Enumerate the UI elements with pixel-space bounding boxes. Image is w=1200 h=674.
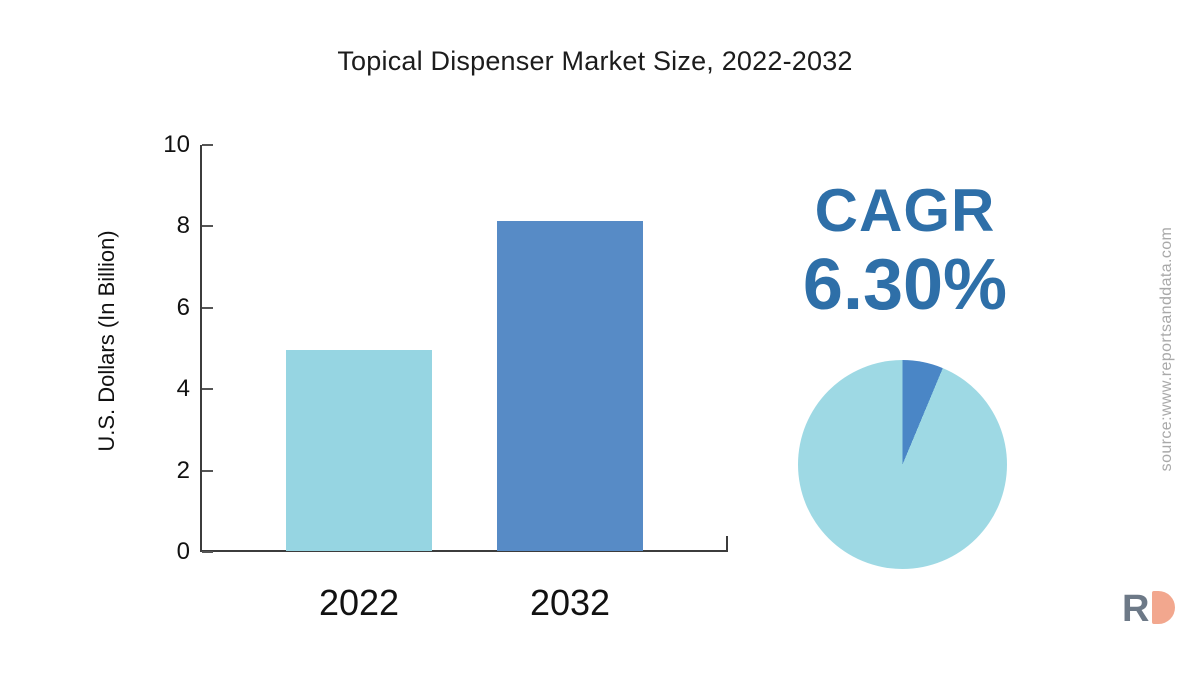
x-axis-end-tick [726, 536, 728, 552]
x-axis-line [200, 550, 728, 552]
x-tick-label-2022: 2022 [318, 582, 400, 623]
y-axis-label: U.S. Dollars (In Billion) [94, 230, 119, 452]
cagr-label: CAGR [814, 177, 996, 244]
chart-title: Topical Dispenser Market Size, 2022-2032 [337, 46, 853, 76]
y-tick-mark [202, 306, 213, 309]
y-axis-line [200, 145, 202, 552]
bar-chart-plot-area: 0 2 4 6 8 10 [163, 131, 728, 565]
y-tick-label: 2 [176, 456, 190, 484]
source-watermark: source:www.reportsanddata.com [1158, 226, 1175, 472]
y-tick-mark [202, 388, 213, 391]
y-tick-label: 0 [176, 538, 190, 565]
logo-d-shape-icon [1152, 591, 1175, 624]
y-tick-mark [202, 144, 213, 146]
y-tick-mark [202, 469, 213, 472]
y-tick-label: 10 [163, 131, 190, 158]
y-tick-mark [202, 551, 213, 553]
cagr-value: 6.30% [802, 245, 1008, 325]
cagr-pie-chart [798, 360, 1007, 569]
y-tick-label: 6 [176, 293, 190, 321]
bar-2032 [497, 221, 643, 551]
cagr-annotation: CAGR 6.30% [803, 180, 1007, 328]
y-tick-mark [202, 225, 213, 228]
x-tick-label-2032: 2032 [529, 582, 611, 623]
brand-logo: R [1122, 590, 1184, 630]
bar-2022 [286, 350, 432, 551]
y-tick-label: 8 [176, 212, 190, 240]
logo-letter-r: R [1122, 588, 1150, 630]
y-tick-label: 4 [176, 375, 190, 403]
